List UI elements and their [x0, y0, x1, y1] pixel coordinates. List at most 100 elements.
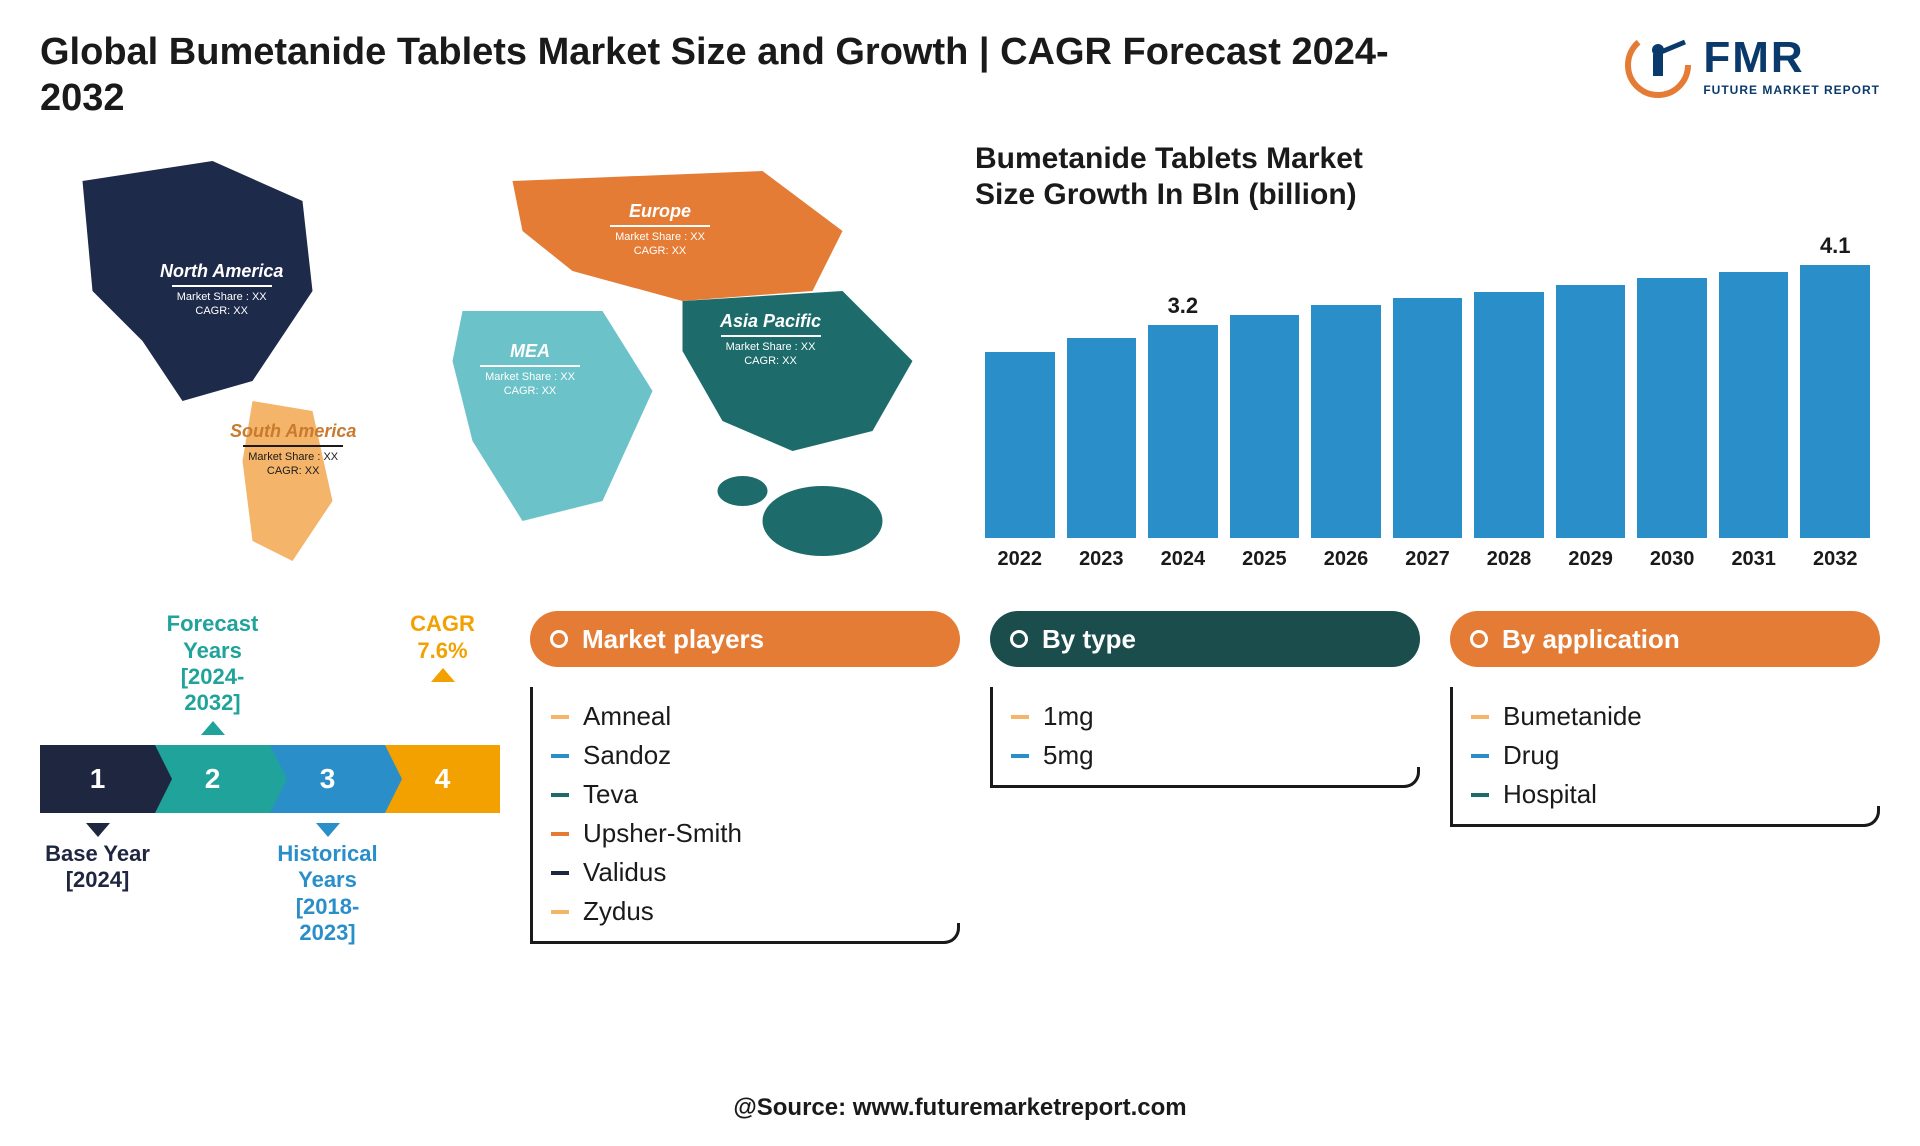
market-players-title: Market players: [582, 624, 764, 655]
list-item: Amneal: [551, 697, 960, 736]
bar-col: 2028: [1474, 286, 1544, 572]
list-item-label: Sandoz: [583, 740, 671, 771]
region-eu-name: Europe: [610, 201, 710, 222]
list-item-label: Amneal: [583, 701, 671, 732]
bar-year-label: 2024: [1161, 548, 1206, 571]
tick-icon: [1011, 715, 1029, 719]
bar-col: 3.2 2024: [1148, 293, 1218, 571]
bar-year-label: 2032: [1813, 548, 1858, 571]
dot-icon: [1010, 630, 1028, 648]
bar-year-label: 2023: [1079, 548, 1124, 571]
tick-icon: [551, 871, 569, 875]
tick-icon: [551, 754, 569, 758]
tick-icon: [1471, 715, 1489, 719]
region-sa-share: Market Share : XX: [230, 450, 356, 464]
region-na-name: North America: [160, 261, 283, 282]
page-title: Global Bumetanide Tablets Market Size an…: [40, 30, 1440, 121]
region-sa-name: South America: [230, 421, 356, 442]
tl-seg-2: 2: [155, 745, 270, 813]
list-item-label: Hospital: [1503, 779, 1597, 810]
bar-col: 2027: [1393, 292, 1463, 571]
region-eu-cagr: CAGR: XX: [610, 244, 710, 258]
market-players-block: Market players AmnealSandozTevaUpsher-Sm…: [530, 611, 960, 946]
chart-title: Bumetanide Tablets Market Size Growth In…: [975, 141, 1375, 213]
list-item: Upsher-Smith: [551, 814, 960, 853]
by-application-title: By application: [1502, 624, 1680, 655]
tick-icon: [1471, 793, 1489, 797]
list-item-label: Bumetanide: [1503, 701, 1642, 732]
list-item: Drug: [1471, 736, 1880, 775]
region-sa-cagr: CAGR: XX: [230, 464, 356, 478]
bar: [1719, 272, 1789, 539]
bar-year-label: 2026: [1324, 548, 1369, 571]
bar: [1230, 315, 1300, 538]
bar: [1148, 325, 1218, 538]
base-range: [2024]: [66, 867, 130, 893]
region-ap-cagr: CAGR: XX: [720, 354, 821, 368]
world-map: North America Market Share : XX CAGR: XX…: [40, 141, 945, 571]
bar-chart: 2022 2023 3.2 2024 2025 2026 2027 2028 2029 2030 2…: [975, 223, 1880, 571]
list-item: 1mg: [1011, 697, 1420, 736]
list-item-label: Zydus: [583, 896, 654, 927]
bar-col: 2031: [1719, 266, 1789, 572]
bar-year-label: 2025: [1242, 548, 1287, 571]
bar: [1311, 305, 1381, 538]
bar-col: 2025: [1230, 309, 1300, 571]
bar: [1067, 338, 1137, 538]
list-item-label: 1mg: [1043, 701, 1094, 732]
list-item: Bumetanide: [1471, 697, 1880, 736]
region-ap-share: Market Share : XX: [720, 340, 821, 354]
region-na-share: Market Share : XX: [160, 290, 283, 304]
forecast-range: [2024-2032]: [155, 664, 270, 717]
by-type-block: By type 1mg5mg: [990, 611, 1420, 946]
region-mea-name: MEA: [480, 341, 580, 362]
bar-year-label: 2022: [998, 548, 1043, 571]
bar-col: 2029: [1556, 279, 1626, 571]
by-application-pill: By application: [1450, 611, 1880, 667]
logo-icon: [1623, 30, 1693, 100]
by-application-block: By application Bumetanide Drug Hospital: [1450, 611, 1880, 946]
bar-value-label: 4.1: [1820, 233, 1851, 259]
list-item: Hospital: [1471, 775, 1880, 814]
fmr-logo: FMR FUTURE MARKET REPORT: [1623, 30, 1880, 100]
list-item-label: Validus: [583, 857, 666, 888]
logo-main-text: FMR: [1703, 33, 1880, 83]
bar-year-label: 2031: [1731, 548, 1776, 571]
bar-col: 2022: [985, 346, 1055, 572]
bar: [1637, 278, 1707, 538]
tick-icon: [551, 715, 569, 719]
list-item-label: Upsher-Smith: [583, 818, 742, 849]
bar-year-label: 2027: [1405, 548, 1450, 571]
tick-icon: [551, 910, 569, 914]
region-eu-share: Market Share : XX: [610, 230, 710, 244]
tick-icon: [551, 832, 569, 836]
bar: [1393, 298, 1463, 538]
region-mea-share: Market Share : XX: [480, 370, 580, 384]
timeline-block: Forecast Years [2024-2032] CAGR 7.6% 1 2…: [40, 611, 500, 946]
tick-icon: [551, 793, 569, 797]
tick-icon: [1011, 754, 1029, 758]
tick-icon: [1471, 754, 1489, 758]
bar: [1556, 285, 1626, 538]
bar-value-label: 3.2: [1168, 293, 1199, 319]
list-item: Validus: [551, 853, 960, 892]
list-item-label: 5mg: [1043, 740, 1094, 771]
hist-label: Historical Years: [270, 841, 385, 894]
region-ap-name: Asia Pacific: [720, 311, 821, 332]
bar-year-label: 2030: [1650, 548, 1695, 571]
bar-col: 4.1 2032: [1800, 233, 1870, 571]
market-players-pill: Market players: [530, 611, 960, 667]
base-label: Base Year: [45, 841, 150, 867]
tl-seg-3: 3: [270, 745, 385, 813]
tl-seg-4: 4: [385, 745, 500, 813]
list-item-label: Drug: [1503, 740, 1559, 771]
tl-seg-1: 1: [40, 745, 155, 813]
cagr-label: CAGR: [410, 611, 475, 637]
bar-col: 2026: [1311, 299, 1381, 571]
bar-year-label: 2029: [1568, 548, 1613, 571]
bar-col: 2030: [1637, 272, 1707, 571]
dot-icon: [550, 630, 568, 648]
list-item: 5mg: [1011, 736, 1420, 775]
hist-range: [2018-2023]: [270, 894, 385, 947]
region-mea-cagr: CAGR: XX: [480, 384, 580, 398]
